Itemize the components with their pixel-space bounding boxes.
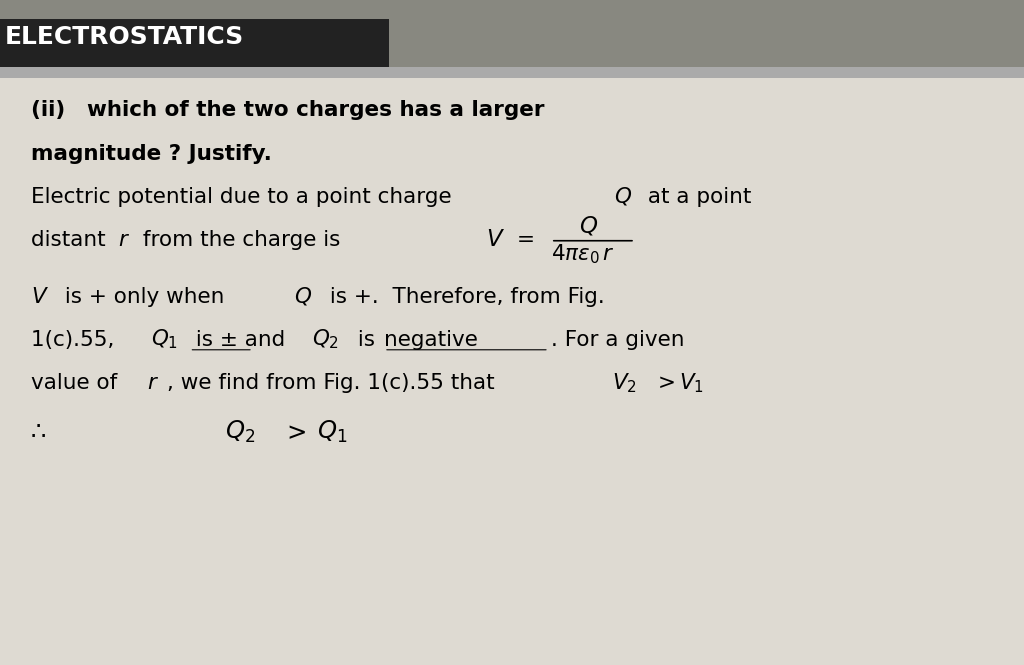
Text: negative: negative [384, 330, 478, 350]
Text: . For a given: . For a given [551, 330, 684, 350]
Text: , we find from Fig. 1(c).55 that: , we find from Fig. 1(c).55 that [167, 373, 502, 393]
Text: ∴: ∴ [31, 420, 46, 444]
FancyBboxPatch shape [0, 78, 1024, 665]
Text: magnitude ? Justify.: magnitude ? Justify. [31, 144, 271, 164]
Text: Q: Q [614, 187, 631, 207]
Text: $Q_2$: $Q_2$ [225, 419, 256, 445]
Text: $>$: $>$ [282, 420, 306, 444]
Text: distant: distant [31, 230, 113, 250]
Text: Electric potential due to a point charge: Electric potential due to a point charge [31, 187, 458, 207]
Text: $Q_2$: $Q_2$ [312, 328, 339, 351]
Text: is: is [351, 330, 382, 350]
Text: ELECTROSTATICS: ELECTROSTATICS [5, 25, 245, 49]
Text: from the charge is: from the charge is [136, 230, 354, 250]
Text: is +.  Therefore, from Fig.: is +. Therefore, from Fig. [323, 287, 604, 307]
Text: $Q_1$: $Q_1$ [317, 419, 348, 445]
Text: $r$: $r$ [147, 373, 160, 393]
Text: is ± and: is ± and [189, 330, 293, 350]
FancyBboxPatch shape [0, 0, 1024, 70]
Text: value of: value of [31, 373, 124, 393]
Text: $V$: $V$ [31, 287, 49, 307]
Text: $V_1$: $V_1$ [679, 371, 703, 394]
FancyBboxPatch shape [0, 19, 389, 66]
Text: r: r [118, 230, 127, 250]
Text: $>$: $>$ [653, 373, 675, 393]
Text: $V$: $V$ [486, 228, 506, 251]
Text: which of the two charges has a larger: which of the two charges has a larger [87, 100, 545, 120]
Text: 1(c).55,: 1(c).55, [31, 330, 121, 350]
Text: $Q$: $Q$ [579, 215, 598, 238]
Text: $Q_1$: $Q_1$ [151, 328, 177, 351]
Text: $V_2$: $V_2$ [612, 371, 637, 394]
Text: =: = [517, 230, 536, 250]
Text: $Q$: $Q$ [294, 285, 312, 307]
Text: is + only when: is + only when [58, 287, 231, 307]
Text: at a point: at a point [641, 187, 752, 207]
Text: (ii): (ii) [31, 100, 73, 120]
FancyBboxPatch shape [0, 66, 1024, 78]
Text: $4\pi\epsilon_0\,r$: $4\pi\epsilon_0\,r$ [551, 243, 614, 266]
